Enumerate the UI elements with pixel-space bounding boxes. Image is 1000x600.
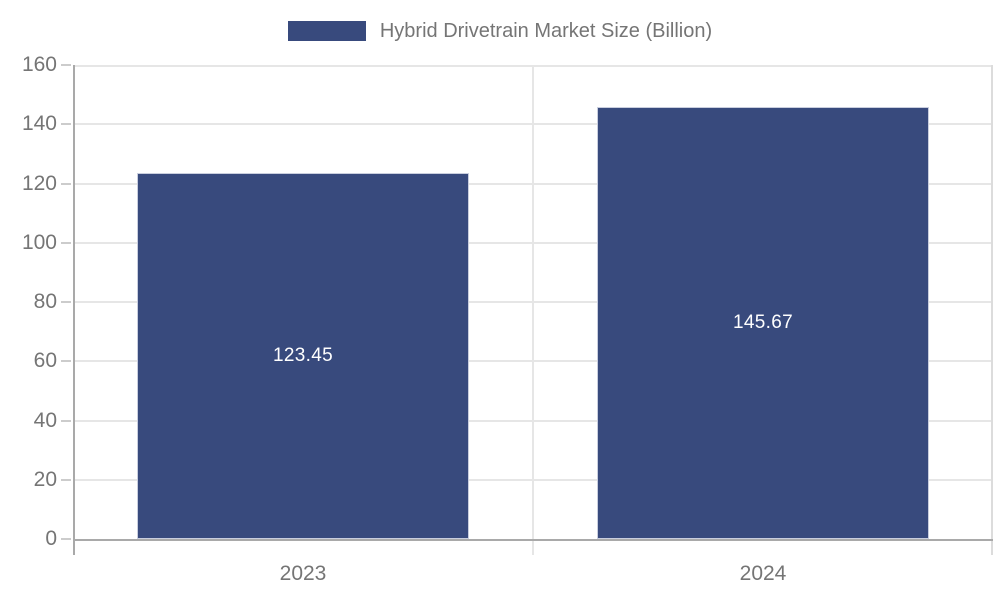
bar-value-label: 145.67 (733, 312, 793, 334)
legend-label: Hybrid Drivetrain Market Size (Billion) (379, 20, 713, 42)
gridline-vertical (532, 65, 534, 555)
y-tick-mark (61, 241, 71, 244)
bar[interactable]: 123.45 (136, 173, 470, 539)
y-tick-label: 20 (33, 467, 57, 491)
y-tick-label: 60 (33, 349, 57, 373)
gridline-vertical (991, 65, 993, 555)
y-tick-mark (61, 419, 71, 422)
y-tick-label: 100 (21, 230, 57, 254)
y-tick-label: 140 (21, 112, 57, 136)
legend[interactable]: Hybrid Drivetrain Market Size (Billion) (0, 18, 1000, 44)
x-tick-label: 2024 (739, 562, 787, 585)
y-tick-mark (61, 360, 71, 363)
bar[interactable]: 145.67 (596, 107, 930, 539)
legend-swatch (287, 21, 366, 41)
x-axis-line (73, 539, 993, 541)
y-tick-mark (61, 538, 71, 540)
y-tick-label: 120 (21, 171, 57, 195)
x-tick-label: 2023 (279, 562, 327, 585)
y-tick-mark (61, 64, 71, 66)
y-tick-mark (61, 301, 71, 303)
y-tick-mark (61, 123, 71, 126)
y-tick-label: 40 (33, 408, 57, 432)
y-tick-mark (61, 182, 71, 185)
plot-area: 0 20 40 60 80 100 120 140 160 123.45 145.67 2023 202… (22, 53, 993, 585)
bar-value-label: 123.45 (273, 345, 333, 367)
y-tick-mark (61, 478, 71, 481)
y-axis-line (73, 65, 75, 555)
y-tick-label: 160 (21, 53, 57, 76)
y-tick-label: 80 (33, 290, 57, 313)
y-tick-label: 0 (45, 527, 57, 550)
